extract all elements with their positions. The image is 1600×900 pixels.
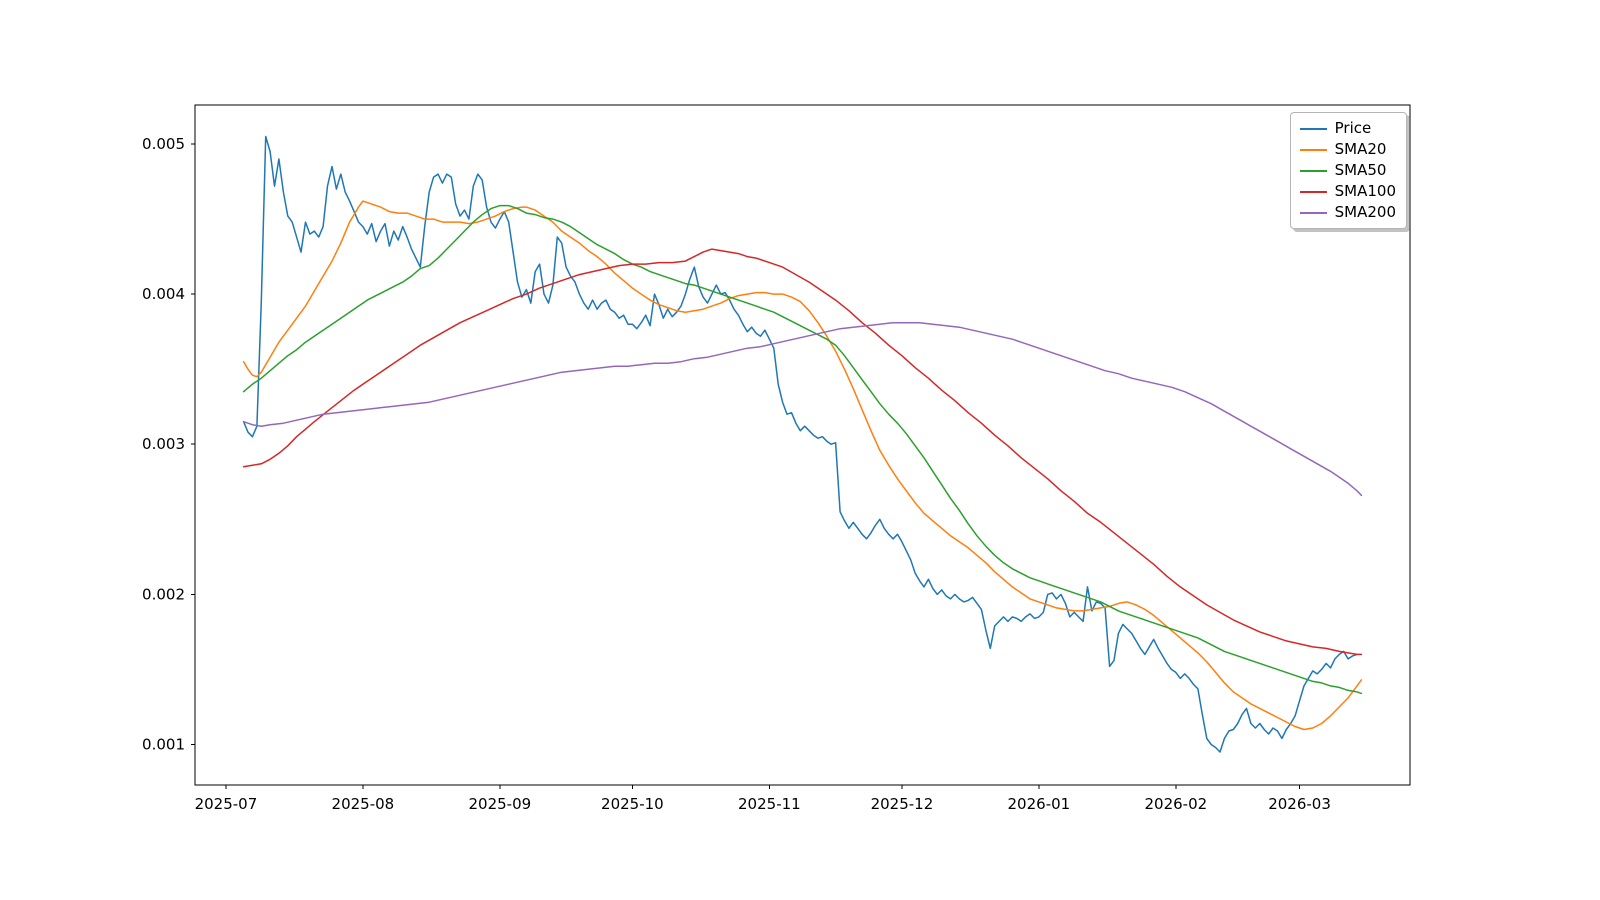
legend-swatch-price — [1299, 127, 1327, 130]
legend-swatch-sma20 — [1299, 148, 1327, 151]
legend-label: SMA100 — [1334, 182, 1396, 200]
x-tick-label: 2026-01 — [1008, 795, 1071, 813]
legend-label: SMA20 — [1334, 140, 1387, 158]
legend: Price SMA20 SMA50 SMA100 SMA200 — [1289, 112, 1407, 229]
y-tick-label: 0.003 — [142, 435, 185, 453]
axes-frame — [194, 104, 1411, 786]
legend-item-price: Price — [1299, 119, 1396, 137]
x-tick-label: 2025-12 — [871, 795, 934, 813]
y-tick-label: 0.001 — [142, 735, 185, 753]
series-line-sma200 — [242, 321, 1363, 497]
legend-label: SMA50 — [1334, 161, 1387, 179]
x-tick-label: 2025-08 — [332, 795, 395, 813]
series-line-sma50 — [242, 204, 1363, 695]
y-tick-label: 0.002 — [142, 585, 185, 603]
legend-item-sma50: SMA50 — [1299, 161, 1396, 179]
legend-item-sma100: SMA100 — [1299, 182, 1396, 200]
series-line-sma20 — [242, 200, 1363, 731]
legend-swatch-sma50 — [1299, 169, 1327, 172]
series-line-sma100 — [242, 248, 1363, 656]
y-tick-label: 0.004 — [142, 285, 185, 303]
x-tick-label: 2025-09 — [469, 795, 532, 813]
legend-label: SMA200 — [1334, 203, 1396, 221]
x-tick-label: 2025-11 — [738, 795, 801, 813]
x-tick-label: 2026-02 — [1144, 795, 1207, 813]
y-tick-label: 0.005 — [142, 135, 185, 153]
legend-item-sma20: SMA20 — [1299, 140, 1396, 158]
legend-label: Price — [1334, 119, 1372, 137]
x-tick-label: 2025-07 — [195, 795, 258, 813]
legend-swatch-sma100 — [1299, 190, 1327, 193]
legend-swatch-sma200 — [1299, 211, 1327, 214]
legend-item-sma200: SMA200 — [1299, 203, 1396, 221]
series-line-price — [242, 135, 1358, 753]
x-tick-label: 2026-03 — [1268, 795, 1331, 813]
x-tick-label: 2025-10 — [601, 795, 664, 813]
